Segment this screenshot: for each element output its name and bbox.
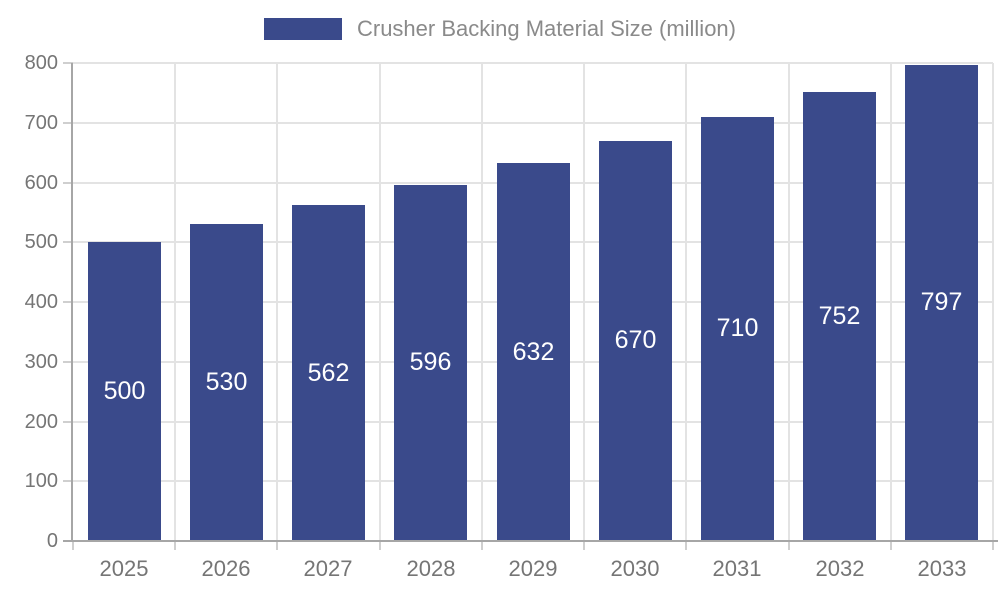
v-gridline	[583, 63, 585, 541]
bar-value-label: 632	[512, 338, 555, 366]
v-gridline	[379, 63, 381, 541]
y-tick	[63, 241, 73, 243]
v-gridline	[685, 63, 687, 541]
bar-value-label: 752	[818, 302, 861, 330]
bar	[803, 92, 876, 540]
y-axis-line	[71, 63, 73, 541]
y-tick-label: 800	[24, 52, 58, 74]
v-gridline	[788, 63, 790, 541]
y-tick	[63, 361, 73, 363]
bar	[905, 65, 978, 540]
bar-value-label: 596	[409, 348, 452, 376]
bar-value-label: 710	[716, 314, 759, 342]
bar-value-label: 797	[920, 288, 963, 316]
x-tick	[174, 540, 176, 550]
v-gridline	[276, 63, 278, 541]
bar-value-label: 562	[307, 359, 350, 387]
v-gridline	[992, 63, 994, 541]
y-tick-label: 600	[24, 172, 58, 194]
v-gridline	[890, 63, 892, 541]
h-gridline	[73, 122, 993, 124]
y-tick-label: 700	[24, 112, 58, 134]
bar-value-label: 530	[205, 368, 248, 396]
v-gridline	[174, 63, 176, 541]
x-tick-label: 2028	[406, 556, 456, 581]
y-tick	[63, 480, 73, 482]
legend: Crusher Backing Material Size (million)	[0, 18, 1000, 40]
x-tick	[276, 540, 278, 550]
y-tick	[63, 301, 73, 303]
legend-swatch	[263, 18, 342, 40]
x-tick	[72, 540, 74, 550]
x-tick	[583, 540, 585, 550]
bar	[599, 141, 672, 540]
x-tick-label: 2029	[508, 556, 558, 581]
bar-value-label: 670	[614, 326, 657, 354]
x-tick-label: 2032	[815, 556, 865, 581]
y-tick-label: 500	[24, 231, 58, 253]
x-tick-label: 2030	[610, 556, 660, 581]
y-tick	[63, 182, 73, 184]
x-tick-label: 2031	[712, 556, 762, 581]
legend-series-label: Crusher Backing Material Size (million)	[356, 16, 736, 41]
x-tick	[992, 540, 994, 550]
y-tick-label: 400	[24, 291, 58, 313]
y-tick-label: 0	[46, 530, 58, 552]
x-tick-label: 2025	[99, 556, 149, 581]
bar	[394, 185, 467, 540]
y-tick	[63, 122, 73, 124]
x-tick	[788, 540, 790, 550]
x-tick	[890, 540, 892, 550]
h-gridline	[73, 62, 993, 64]
v-gridline	[481, 63, 483, 541]
y-tick	[63, 421, 73, 423]
x-tick	[481, 540, 483, 550]
bar	[497, 163, 570, 540]
y-tick	[63, 62, 73, 64]
y-tick-label: 300	[24, 351, 58, 373]
x-axis-line	[63, 540, 998, 542]
y-tick-label: 200	[24, 411, 58, 433]
y-tick-label: 100	[24, 470, 58, 492]
x-tick	[379, 540, 381, 550]
bar	[701, 117, 774, 540]
bar	[88, 242, 161, 540]
x-tick-label: 2026	[201, 556, 251, 581]
x-tick	[685, 540, 687, 550]
bar	[190, 224, 263, 540]
bar-value-label: 500	[103, 377, 146, 405]
x-tick-label: 2027	[303, 556, 353, 581]
bar	[292, 205, 365, 540]
x-tick-label: 2033	[917, 556, 967, 581]
